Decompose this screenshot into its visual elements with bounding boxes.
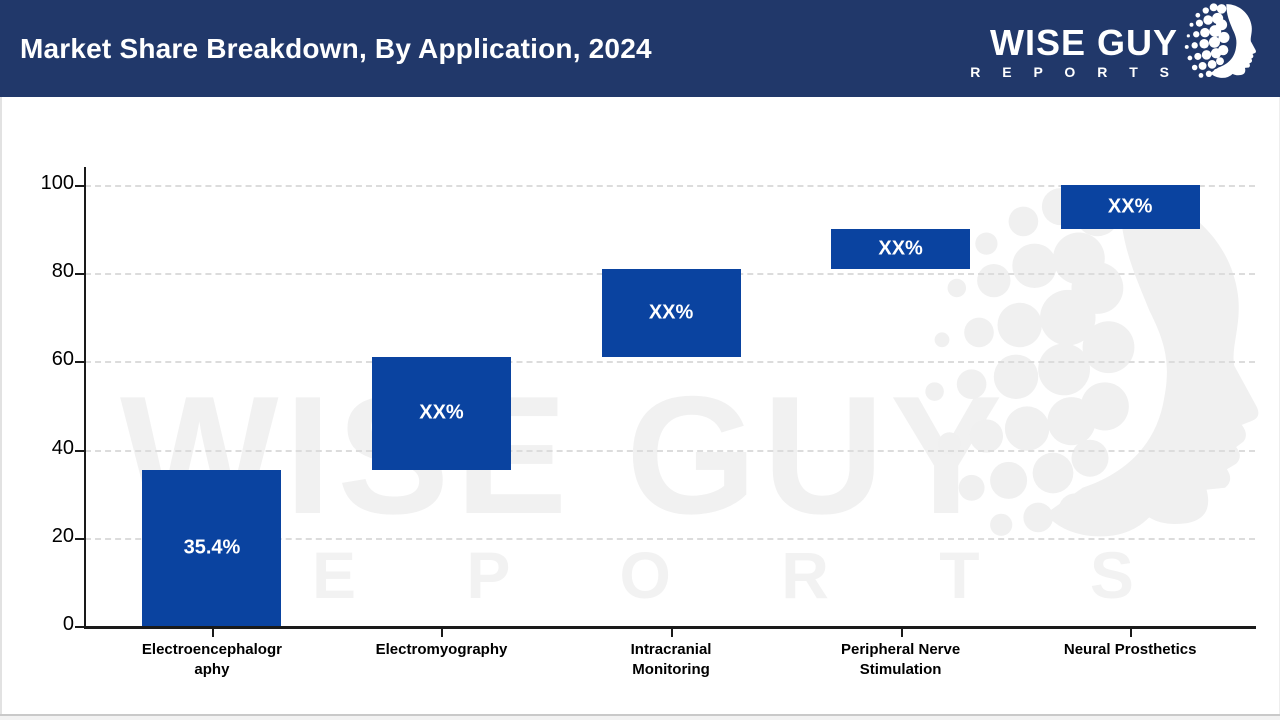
- y-tick-100: [75, 185, 84, 187]
- category-label-4: Peripheral Nerve Stimulation: [809, 640, 993, 681]
- category-label-line: Electromyography: [375, 641, 508, 658]
- y-tick-40: [75, 449, 84, 452]
- bar-segment-5: [1060, 185, 1200, 230]
- category-label-3: Intracranial Monitoring: [579, 640, 763, 681]
- wiseguy-logo-text: WISE GUY R E P O R T S: [966, 21, 1178, 80]
- category-label-1: Electroencephalogr aphy: [120, 640, 304, 681]
- y-axis-label-80: 80: [51, 260, 74, 283]
- bar-value-label-2: XX%: [419, 401, 464, 424]
- watermark-text-secondary: R E P O R T S: [154, 538, 1180, 612]
- category-label-5: Neural Prosthetics: [1038, 640, 1222, 660]
- report-header: Market Share Breakdown, By Application, …: [0, 0, 1280, 97]
- x-tick-2: [441, 629, 444, 637]
- footer-strip: [0, 716, 1280, 720]
- gridline-y-40: [85, 449, 1255, 452]
- chart-title: Market Share Breakdown, By Application, …: [20, 32, 652, 64]
- y-axis-label-100: 100: [40, 172, 74, 194]
- bar-value-label-5: XX%: [1107, 195, 1153, 218]
- bar-segment-1: [142, 469, 282, 626]
- wiseguy-logo-line1: WISE GUY: [989, 21, 1178, 63]
- y-axis-label-60: 60: [51, 348, 74, 371]
- wiseguy-head-icon: [1174, 1, 1266, 96]
- x-tick-5: [1130, 629, 1133, 637]
- category-label-line: Neural Prosthetics: [1063, 641, 1197, 658]
- category-label-2: Electromyography: [349, 640, 533, 660]
- bar-segment-3: [601, 268, 741, 357]
- y-tick-20: [75, 537, 84, 540]
- x-tick-3: [671, 629, 674, 637]
- bar-value-label-4: XX%: [878, 237, 923, 260]
- y-axis-label-0: 0: [62, 613, 74, 635]
- x-axis-line: [84, 626, 1256, 629]
- x-tick-1: [211, 629, 214, 637]
- category-label-line: Monitoring: [632, 661, 710, 679]
- category-label-line: Peripheral Nerve: [840, 641, 961, 658]
- gridline-y-100: [85, 185, 1255, 187]
- y-axis-label-20: 20: [51, 524, 74, 547]
- wiseguy-logo-line2: R E P O R T S: [970, 63, 1178, 80]
- category-label-line: aphy: [194, 661, 230, 679]
- y-axis-line: [84, 167, 86, 628]
- bar-value-label-3: XX%: [648, 301, 694, 324]
- category-label-line: Stimulation: [859, 661, 942, 679]
- wiseguy-logo: WISE GUY R E P O R T S: [966, 0, 1266, 97]
- bar-segment-2: [371, 357, 511, 470]
- gridline-y-60: [85, 361, 1255, 364]
- bar-value-label-1: 35.4%: [183, 536, 241, 559]
- plot-area: 35.4% XX% XX% XX% XX%: [85, 185, 1255, 626]
- footer-divider: [0, 714, 1280, 716]
- y-tick-0: [75, 626, 84, 628]
- y-tick-80: [75, 273, 84, 276]
- gridline-y-20: [85, 537, 1255, 540]
- category-label-line: Electroencephalogr: [141, 641, 282, 658]
- category-label-line: Intracranial: [630, 641, 712, 658]
- x-tick-4: [900, 629, 903, 637]
- bar-segment-4: [831, 229, 971, 269]
- y-tick-60: [75, 361, 84, 364]
- y-axis-label-40: 40: [51, 436, 74, 459]
